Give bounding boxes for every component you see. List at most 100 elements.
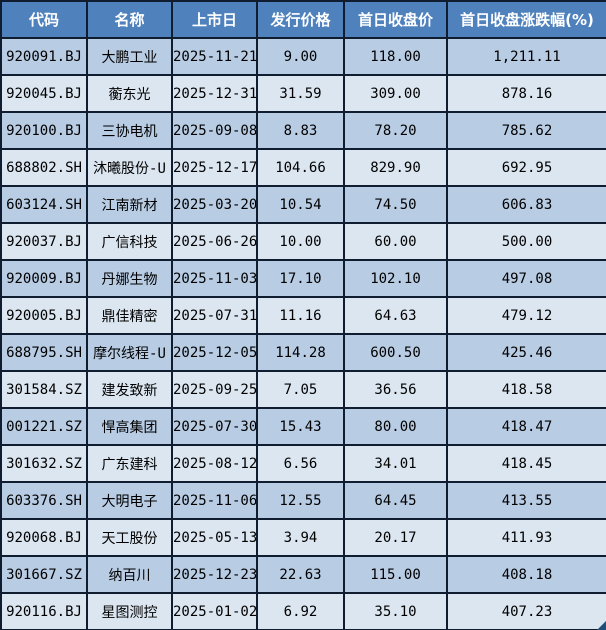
cell-first-day-close: 64.63 [343,296,448,335]
cell-list-date: 2025-07-30 [171,407,258,446]
cell-first-day-close: 36.56 [343,370,448,409]
selection-corner-triangle [597,621,606,630]
column-header-first-day-change: 首日收盘涨跌幅(%) [446,0,606,39]
cell-code: 301632.SZ [0,444,88,483]
cell-issue-price: 114.28 [256,333,345,372]
cell-issue-price: 11.16 [256,296,345,335]
cell-name: 丹娜生物 [86,259,173,298]
cell-first-day-close: 309.00 [343,74,448,113]
cell-name: 蘅东光 [86,74,173,113]
cell-issue-price: 104.66 [256,148,345,187]
table-row: 920068.BJ 天工股份 2025-05-13 3.94 20.17 411.93 [0,518,606,557]
cell-first-day-close: 829.90 [343,148,448,187]
cell-issue-price: 3.94 [256,518,345,557]
cell-code: 301667.SZ [0,555,88,594]
cell-name: 悍高集团 [86,407,173,446]
cell-name: 大明电子 [86,481,173,520]
cell-list-date: 2025-11-21 [171,37,258,76]
cell-code: 920045.BJ [0,74,88,113]
cell-name: 广东建科 [86,444,173,483]
cell-list-date: 2025-09-08 [171,111,258,150]
table-row: 920091.BJ 大鹏工业 2025-11-21 9.00 118.00 1,211.1… [0,37,606,76]
cell-first-day-close: 115.00 [343,555,448,594]
cell-list-date: 2025-12-31 [171,74,258,113]
table-row: 603376.SH 大明电子 2025-11-06 12.55 64.45 413.55 [0,481,606,520]
cell-name: 天工股份 [86,518,173,557]
cell-first-day-change: 500.00 [446,222,606,261]
table-row: 301632.SZ 广东建科 2025-08-12 6.56 34.01 418.45 [0,444,606,483]
cell-issue-price: 7.05 [256,370,345,409]
cell-first-day-change: 785.62 [446,111,606,150]
table-row: 920037.BJ 广信科技 2025-06-26 10.00 60.00 500.00 [0,222,606,261]
cell-list-date: 2025-05-13 [171,518,258,557]
cell-list-date: 2025-09-25 [171,370,258,409]
column-header-issue-price: 发行价格 [256,0,345,39]
table-body: 920091.BJ 大鹏工业 2025-11-21 9.00 118.00 1,211.1… [0,37,606,630]
cell-name: 纳百川 [86,555,173,594]
cell-first-day-close: 35.10 [343,592,448,630]
header-row: 代码 名称 上市日 发行价格 首日收盘价 首日收盘涨跌幅(%) [0,0,606,39]
cell-first-day-change: 1,211.11 [446,37,606,76]
table-row: 920009.BJ 丹娜生物 2025-11-03 17.10 102.10 497.08 [0,259,606,298]
cell-list-date: 2025-07-31 [171,296,258,335]
cell-first-day-close: 78.20 [343,111,448,150]
table-row: 603124.SH 江南新材 2025-03-20 10.54 74.50 606.83 [0,185,606,224]
cell-code: 688795.SH [0,333,88,372]
cell-issue-price: 10.00 [256,222,345,261]
cell-first-day-change: 878.16 [446,74,606,113]
cell-name: 星图测控 [86,592,173,630]
cell-issue-price: 15.43 [256,407,345,446]
cell-issue-price: 12.55 [256,481,345,520]
table-row: 920005.BJ 鼎佳精密 2025-07-31 11.16 64.63 479.12 [0,296,606,335]
cell-first-day-close: 600.50 [343,333,448,372]
cell-first-day-close: 102.10 [343,259,448,298]
cell-first-day-change: 425.46 [446,333,606,372]
cell-issue-price: 31.59 [256,74,345,113]
cell-list-date: 2025-12-23 [171,555,258,594]
cell-first-day-change: 497.08 [446,259,606,298]
table-row: 920116.BJ 星图测控 2025-01-02 6.92 35.10 407.23 [0,592,606,630]
cell-list-date: 2025-08-12 [171,444,258,483]
cell-first-day-change: 411.93 [446,518,606,557]
cell-name: 广信科技 [86,222,173,261]
column-header-code: 代码 [0,0,88,39]
cell-issue-price: 6.56 [256,444,345,483]
cell-first-day-change: 479.12 [446,296,606,335]
cell-code: 920100.BJ [0,111,88,150]
cell-issue-price: 6.92 [256,592,345,630]
table-row: 688802.SH 沐曦股份-U 2025-12-17 104.66 829.90 692… [0,148,606,187]
table-row: 301667.SZ 纳百川 2025-12-23 22.63 115.00 408.18 [0,555,606,594]
cell-code: 920009.BJ [0,259,88,298]
column-header-first-day-close: 首日收盘价 [343,0,448,39]
cell-first-day-change: 407.23 [446,592,606,630]
cell-first-day-change: 418.45 [446,444,606,483]
cell-code: 920068.BJ [0,518,88,557]
cell-issue-price: 8.83 [256,111,345,150]
cell-code: 001221.SZ [0,407,88,446]
cell-name: 三协电机 [86,111,173,150]
cell-list-date: 2025-12-05 [171,333,258,372]
cell-first-day-change: 692.95 [446,148,606,187]
cell-first-day-change: 606.83 [446,185,606,224]
cell-name: 江南新材 [86,185,173,224]
cell-first-day-close: 20.17 [343,518,448,557]
cell-code: 603124.SH [0,185,88,224]
cell-first-day-change: 418.47 [446,407,606,446]
table-row: 301584.SZ 建发致新 2025-09-25 7.05 36.56 418.58 [0,370,606,409]
cell-issue-price: 17.10 [256,259,345,298]
cell-name: 大鹏工业 [86,37,173,76]
column-header-name: 名称 [86,0,173,39]
cell-list-date: 2025-11-03 [171,259,258,298]
cell-code: 920037.BJ [0,222,88,261]
cell-name: 建发致新 [86,370,173,409]
cell-code: 688802.SH [0,148,88,187]
cell-code: 920005.BJ [0,296,88,335]
cell-code: 920091.BJ [0,37,88,76]
cell-code: 920116.BJ [0,592,88,630]
table-row: 920045.BJ 蘅东光 2025-12-31 31.59 309.00 878.16 [0,74,606,113]
table-row: 688795.SH 摩尔线程-U 2025-12-05 114.28 600.50 425… [0,333,606,372]
cell-first-day-close: 74.50 [343,185,448,224]
cell-issue-price: 22.63 [256,555,345,594]
